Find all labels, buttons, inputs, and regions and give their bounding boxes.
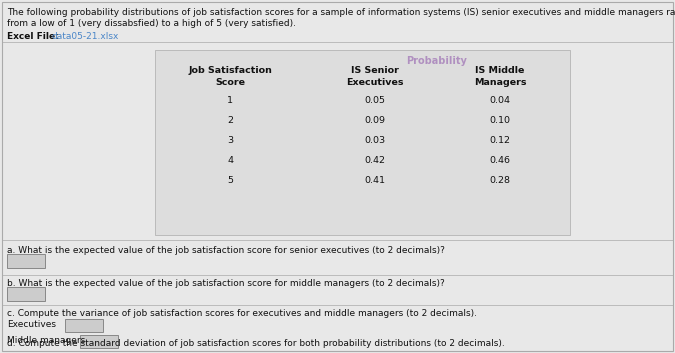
Text: 0.41: 0.41 — [364, 176, 385, 185]
Text: 3: 3 — [227, 136, 233, 145]
Text: 0.05: 0.05 — [364, 96, 385, 105]
Text: Executives: Executives — [7, 320, 56, 329]
Text: 1: 1 — [227, 96, 233, 105]
Text: Job Satisfaction: Job Satisfaction — [188, 66, 272, 75]
Bar — [155, 50, 570, 235]
Text: a. What is the expected value of the job satisfaction score for senior executive: a. What is the expected value of the job… — [7, 246, 445, 255]
Text: 0.09: 0.09 — [364, 116, 385, 125]
Bar — [7, 254, 45, 268]
Bar — [65, 319, 103, 332]
Text: The following probability distributions of job satisfaction scores for a sample : The following probability distributions … — [7, 8, 675, 17]
Text: from a low of 1 (very dissabsfied) to a high of 5 (very satisfied).: from a low of 1 (very dissabsfied) to a … — [7, 19, 296, 28]
Text: IS Middle: IS Middle — [475, 66, 524, 75]
Bar — [80, 335, 118, 348]
Text: Executives: Executives — [346, 78, 404, 87]
Text: 0.10: 0.10 — [489, 116, 510, 125]
Text: data05-21.xlsx: data05-21.xlsx — [52, 32, 119, 41]
Text: Excel File:: Excel File: — [7, 32, 62, 41]
Text: c. Compute the variance of job satisfaction scores for executives and middle man: c. Compute the variance of job satisfact… — [7, 309, 477, 318]
Text: 4: 4 — [227, 156, 233, 165]
Text: Score: Score — [215, 78, 245, 87]
Text: 2: 2 — [227, 116, 233, 125]
Bar — [7, 287, 45, 301]
Text: Managers: Managers — [474, 78, 526, 87]
Text: 0.28: 0.28 — [489, 176, 510, 185]
Text: b. What is the expected value of the job satisfaction score for middle managers : b. What is the expected value of the job… — [7, 279, 445, 288]
Text: IS Senior: IS Senior — [351, 66, 399, 75]
Text: 0.04: 0.04 — [489, 96, 510, 105]
Text: d. Compute the standard deviation of job satisfaction scores for both probabilit: d. Compute the standard deviation of job… — [7, 339, 505, 348]
Text: 0.03: 0.03 — [364, 136, 385, 145]
Text: 0.42: 0.42 — [364, 156, 385, 165]
Text: 0.46: 0.46 — [489, 156, 510, 165]
Text: Middle managers: Middle managers — [7, 336, 85, 345]
Text: 0.12: 0.12 — [489, 136, 510, 145]
Text: 5: 5 — [227, 176, 233, 185]
Text: Probability: Probability — [406, 56, 467, 66]
